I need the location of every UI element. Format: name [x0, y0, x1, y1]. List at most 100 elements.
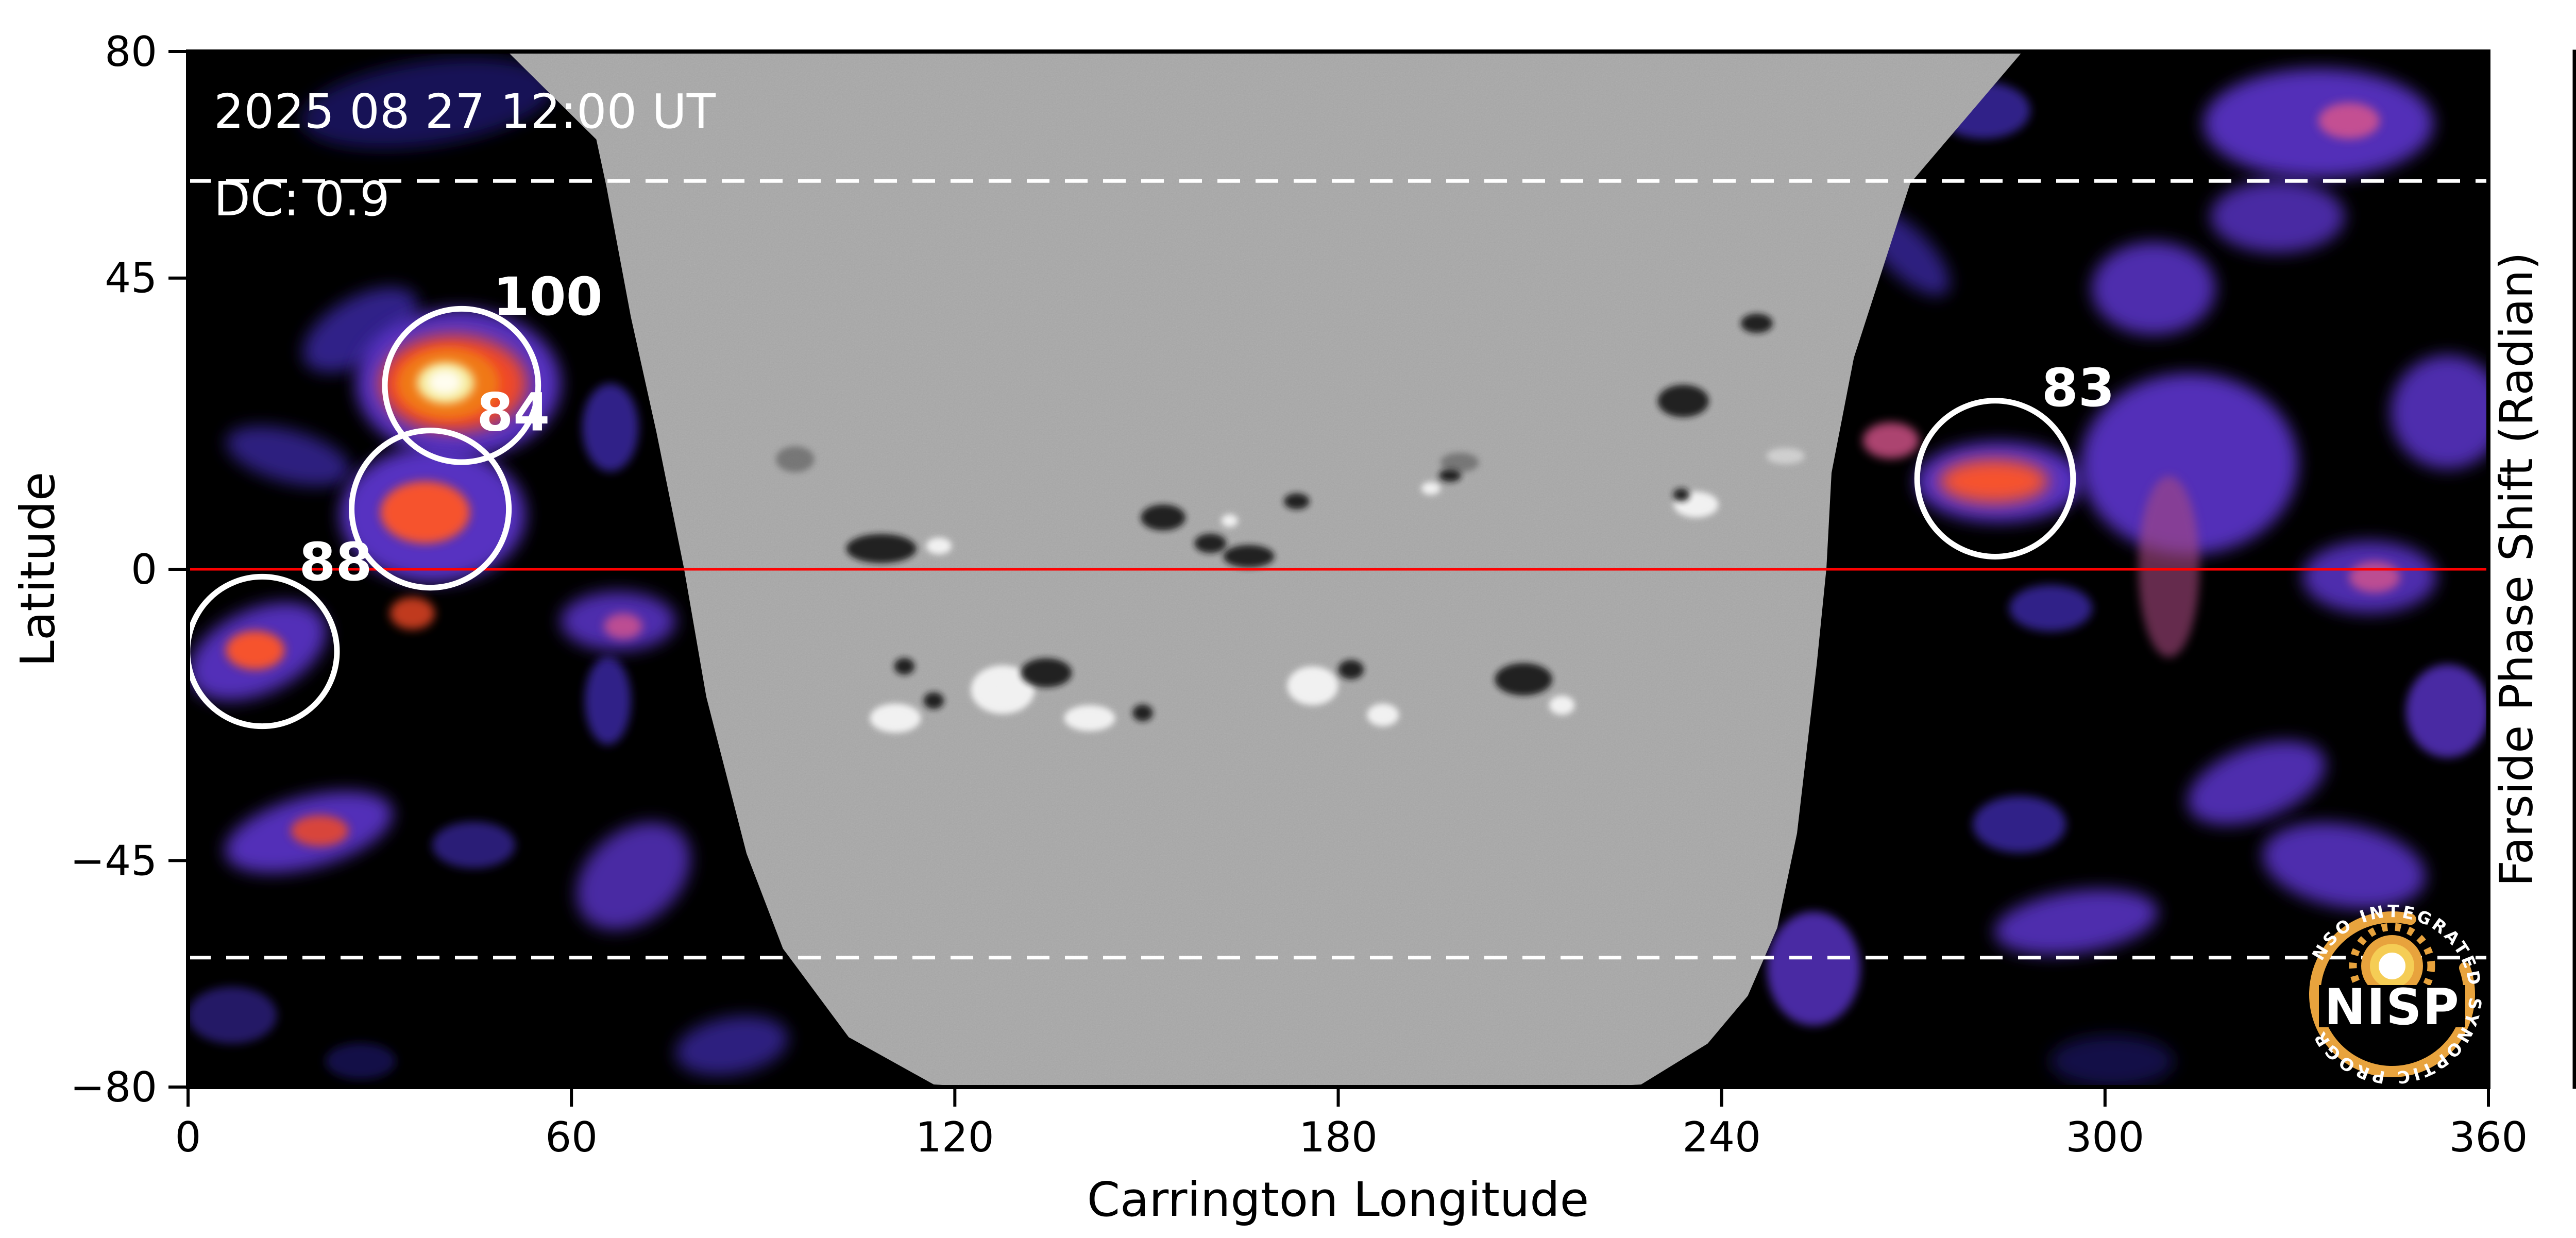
magnetogram-speckle — [926, 537, 952, 555]
x-tick-label: 60 — [545, 1113, 598, 1161]
phase-blob — [2406, 664, 2488, 758]
magnetogram-speckle — [870, 703, 921, 733]
phase-blob — [302, 287, 418, 372]
phase-blob — [1767, 911, 1860, 1026]
magnetogram-speckle — [1495, 663, 1552, 696]
x-tick-label: 300 — [2065, 1113, 2144, 1161]
magnetogram-speckle — [1064, 705, 1115, 732]
phase-blob — [226, 426, 351, 486]
phase-blob — [428, 370, 462, 395]
y-axis-label: Latitude — [10, 472, 65, 667]
phase-blob — [2262, 822, 2426, 909]
x-tick-label: 240 — [1682, 1113, 1761, 1161]
colorbar-phase-frame — [2572, 49, 2576, 1089]
x-axis-ticks: 0 60 120 180 240 300 360 — [175, 1087, 2528, 1161]
phase-blob — [1973, 795, 2066, 853]
phase-blob — [291, 815, 349, 846]
phase-blob — [675, 1015, 788, 1076]
y-tick-label: 0 — [131, 546, 157, 593]
magnetogram-speckle — [776, 446, 815, 472]
x-tick-label: 360 — [2449, 1113, 2528, 1161]
timestamp-label: 2025 08 27 12:00 UT — [214, 84, 716, 139]
x-tick-label: 180 — [1299, 1113, 1378, 1161]
phase-blob — [2203, 68, 2434, 179]
phase-blob — [2187, 740, 2326, 825]
magnetogram-speckle — [1021, 658, 1072, 688]
colorbar-phase-label: Farside Phase Shift (Radian) — [2490, 252, 2543, 886]
phase-blob — [585, 656, 631, 745]
phase-blob — [582, 383, 639, 472]
magnetogram-speckle — [1421, 482, 1440, 495]
magnetogram-speckle — [1132, 704, 1153, 722]
magnetogram-speckle — [1740, 313, 1773, 333]
phase-blob — [576, 822, 691, 930]
region-label: 83 — [2042, 358, 2115, 419]
magnetogram-speckle — [1549, 695, 1575, 715]
phase-blob — [2138, 476, 2200, 657]
magnetogram-speckle — [1438, 469, 1462, 482]
phase-blob — [2009, 585, 2093, 632]
magnetogram-speckle — [1673, 488, 1690, 502]
x-tick-label: 0 — [175, 1113, 201, 1161]
magnetogram-speckle — [1221, 514, 1238, 528]
magnetogram-speckle — [923, 692, 944, 709]
magnetogram-speckle — [846, 534, 917, 564]
phase-blob — [604, 613, 642, 639]
y-axis-ticks: 80 45 0 −45 −80 — [70, 28, 188, 1111]
phase-blob — [2349, 561, 2400, 593]
magnetogram-speckle — [971, 665, 1035, 714]
phase-blob — [2318, 103, 2380, 139]
magnetogram-speckle — [1194, 533, 1227, 553]
magnetogram-speckle — [1440, 452, 1479, 472]
y-tick-label: −45 — [70, 837, 157, 885]
phase-blob — [2080, 373, 2298, 555]
region-annotations: 100 84 88 83 — [188, 266, 2115, 730]
dashed-latitude-lines — [188, 179, 2488, 960]
logo-sun-flames-icon — [2349, 923, 2435, 1009]
magnetogram-speckle — [894, 658, 915, 675]
phase-blob — [2091, 242, 2216, 335]
region-label: 84 — [477, 382, 550, 444]
colorbar-farside-phase: −0.050−0.075−0.100−0.125−0.150−0.175−0.2… — [2490, 49, 2576, 1089]
magnetogram-speckle — [1141, 504, 1186, 531]
farside-phase-blobs — [188, 58, 2488, 1087]
y-tick-label: 45 — [105, 255, 157, 302]
phase-blob — [2050, 1035, 2174, 1087]
phase-blob — [1939, 459, 2048, 503]
magnetogram-speckles — [776, 313, 1805, 733]
magnetogram-speckle — [1223, 545, 1275, 568]
phase-blob — [2391, 355, 2488, 469]
y-tick-label: 80 — [105, 28, 157, 76]
magnetogram-speckle — [1657, 384, 1709, 417]
region-label: 100 — [493, 266, 603, 328]
duty-cycle-label: DC: 0.9 — [214, 172, 390, 227]
region-circle — [188, 573, 340, 730]
phase-blob — [325, 1043, 396, 1079]
y-tick-label: −80 — [70, 1063, 157, 1111]
phase-blob — [226, 631, 285, 670]
region-circle — [382, 306, 541, 465]
phase-blob — [2210, 180, 2345, 253]
region-circle — [1914, 398, 2076, 559]
logo-sun-core-icon — [2379, 953, 2405, 979]
phase-blob — [188, 987, 277, 1044]
phase-blob — [380, 481, 470, 544]
phase-blob — [1994, 889, 2158, 955]
x-axis-label: Carrington Longitude — [1087, 1172, 1589, 1227]
region-label: 88 — [299, 532, 372, 593]
logo-nisp-text: NISP — [2324, 978, 2460, 1036]
region-circle — [349, 428, 512, 591]
map-area: 100 84 88 83 2025 08 27 12:00 UT DC: 0.9 NI… — [188, 52, 2488, 1087]
phase-blob — [389, 597, 435, 630]
magnetogram-speckle — [1287, 666, 1338, 705]
magnetogram-speckle — [1284, 493, 1310, 510]
phase-blob — [301, 58, 555, 149]
phase-blob — [432, 821, 516, 869]
magnetogram-speckle — [1338, 659, 1364, 680]
logo-text-band — [2319, 985, 2465, 1027]
magnetogram-speckle — [1766, 448, 1805, 464]
phase-blob — [1862, 422, 1919, 459]
magnetogram-speckle — [1367, 703, 1399, 726]
